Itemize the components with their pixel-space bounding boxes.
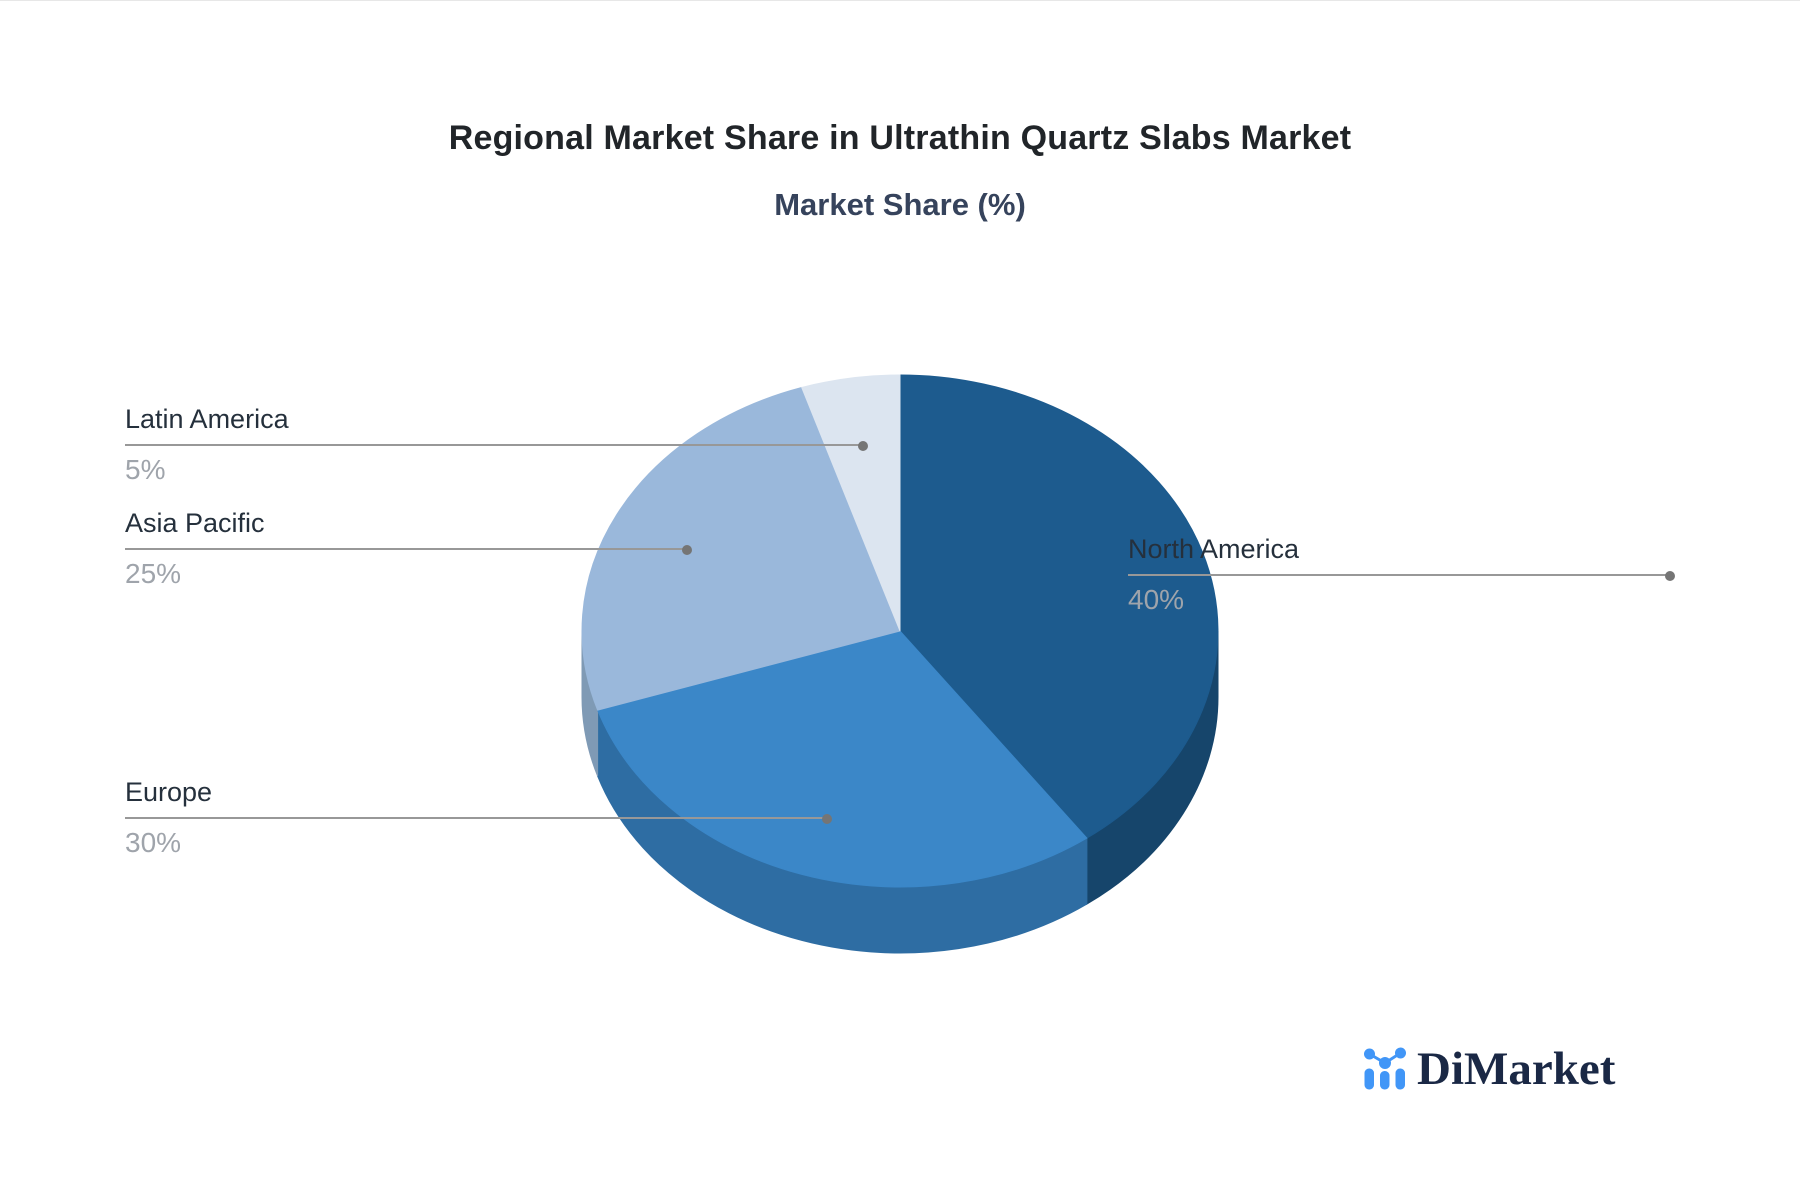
pie-slice-north-america[interactable] xyxy=(899,374,1219,839)
connector-line-asia-pacific: Asia Pacific xyxy=(125,507,687,550)
callout-north-america: North America 40% xyxy=(1128,533,1675,616)
connector-line-latin-america: Latin America xyxy=(125,403,863,446)
logo-dot-middle xyxy=(1379,1057,1391,1069)
connector-dot-asia-pacific xyxy=(682,545,692,555)
bar-and-line-chart-icon xyxy=(1364,1047,1406,1090)
logo-text: DiMarket xyxy=(1417,1043,1616,1095)
chart-subtitle: Market Share (%) xyxy=(774,187,1026,222)
logo-dot-right xyxy=(1395,1047,1406,1059)
logo-bar-left xyxy=(1364,1068,1374,1090)
pie-slice-europe[interactable] xyxy=(596,630,1088,888)
logo-bar-right xyxy=(1395,1068,1405,1090)
callout-latin-america: Latin America 5% xyxy=(125,403,868,486)
logo-dot-left xyxy=(1364,1048,1375,1060)
connector-line-north-america: North America xyxy=(1128,533,1670,576)
connector-dot-latin-america xyxy=(858,441,868,451)
logo-bar-middle xyxy=(1380,1071,1390,1090)
callout-europe: Europe 30% xyxy=(125,776,832,859)
connector-dot-north-america xyxy=(1665,571,1675,581)
pie-slice-latin-america[interactable] xyxy=(801,374,901,632)
connector-dot-europe xyxy=(822,814,832,824)
callout-asia-pacific: Asia Pacific 25% xyxy=(125,507,692,590)
connector-line-europe: Europe xyxy=(125,776,827,819)
slice-label-latin-america: Latin America xyxy=(125,404,289,434)
slice-value-asia-pacific: 25% xyxy=(125,558,182,589)
pie-slice-asia-pacific[interactable] xyxy=(581,386,901,711)
slice-label-north-america: North America xyxy=(1128,534,1300,564)
slice-label-europe: Europe xyxy=(125,777,213,807)
slice-value-north-america: 40% xyxy=(1128,584,1185,615)
chart-title: Regional Market Share in Ultrathin Quart… xyxy=(448,119,1352,157)
slice-value-latin-america: 5% xyxy=(125,454,166,485)
slice-value-europe: 30% xyxy=(125,827,182,858)
slice-label-asia-pacific: Asia Pacific xyxy=(125,508,265,538)
